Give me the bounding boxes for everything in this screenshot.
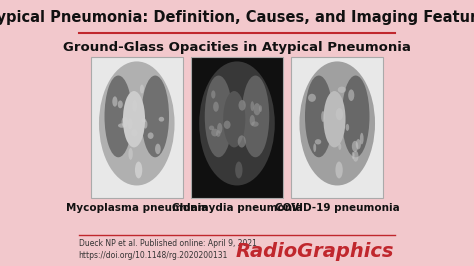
Ellipse shape (223, 91, 245, 147)
Ellipse shape (123, 91, 145, 147)
Ellipse shape (338, 87, 346, 93)
Ellipse shape (205, 76, 232, 157)
Ellipse shape (211, 128, 219, 136)
FancyBboxPatch shape (91, 57, 183, 198)
Ellipse shape (242, 76, 269, 157)
Ellipse shape (235, 161, 243, 178)
Ellipse shape (251, 101, 254, 111)
Ellipse shape (132, 100, 137, 112)
Ellipse shape (118, 123, 126, 128)
Ellipse shape (352, 141, 358, 152)
Ellipse shape (141, 76, 169, 157)
Ellipse shape (121, 117, 128, 128)
Ellipse shape (135, 161, 142, 178)
FancyBboxPatch shape (191, 57, 283, 198)
Text: Dueck NP et al. Published online: April 9, 2021: Dueck NP et al. Published online: April … (79, 239, 256, 248)
Ellipse shape (131, 129, 137, 136)
Ellipse shape (216, 130, 220, 137)
Ellipse shape (209, 126, 214, 130)
Ellipse shape (308, 94, 316, 102)
Text: Mycoplasma pneumonia: Mycoplasma pneumonia (65, 203, 208, 214)
Ellipse shape (140, 85, 144, 93)
Ellipse shape (305, 76, 333, 157)
Ellipse shape (148, 132, 154, 139)
Ellipse shape (112, 96, 118, 107)
Ellipse shape (323, 91, 346, 147)
Ellipse shape (251, 121, 259, 127)
Ellipse shape (342, 76, 370, 157)
Ellipse shape (199, 61, 275, 185)
Ellipse shape (211, 90, 216, 99)
Text: Chlamydia pneumonia: Chlamydia pneumonia (172, 203, 302, 214)
Ellipse shape (224, 120, 230, 129)
Ellipse shape (159, 117, 164, 122)
Ellipse shape (118, 101, 123, 108)
Text: Atypical Pneumonia: Definition, Causes, and Imaging Features: Atypical Pneumonia: Definition, Causes, … (0, 10, 474, 25)
Ellipse shape (128, 148, 133, 160)
FancyBboxPatch shape (291, 57, 383, 198)
Ellipse shape (313, 143, 316, 152)
Text: COVID-19 pneumonia: COVID-19 pneumonia (275, 203, 400, 214)
Ellipse shape (144, 120, 147, 128)
Ellipse shape (141, 118, 146, 122)
Ellipse shape (155, 144, 161, 154)
Ellipse shape (300, 61, 375, 185)
Ellipse shape (250, 115, 255, 126)
Ellipse shape (128, 118, 133, 129)
Ellipse shape (238, 135, 246, 148)
Ellipse shape (338, 143, 341, 150)
Text: https://doi.org/10.1148/rg.2020200131: https://doi.org/10.1148/rg.2020200131 (79, 251, 228, 260)
Ellipse shape (321, 111, 325, 122)
Ellipse shape (238, 100, 246, 111)
Ellipse shape (336, 108, 343, 120)
Ellipse shape (104, 76, 132, 157)
Ellipse shape (360, 133, 364, 144)
Ellipse shape (213, 102, 219, 112)
Ellipse shape (336, 161, 343, 178)
Ellipse shape (254, 103, 261, 115)
Ellipse shape (352, 152, 355, 159)
Ellipse shape (315, 139, 321, 144)
Ellipse shape (348, 89, 354, 101)
Ellipse shape (217, 123, 222, 134)
Ellipse shape (353, 151, 358, 162)
Text: RadioGraphics: RadioGraphics (235, 242, 394, 261)
Text: Ground-Glass Opacities in Atypical Pneumonia: Ground-Glass Opacities in Atypical Pneum… (63, 41, 411, 54)
Ellipse shape (259, 105, 262, 112)
Ellipse shape (356, 139, 361, 149)
Ellipse shape (346, 124, 349, 131)
Ellipse shape (99, 61, 174, 185)
